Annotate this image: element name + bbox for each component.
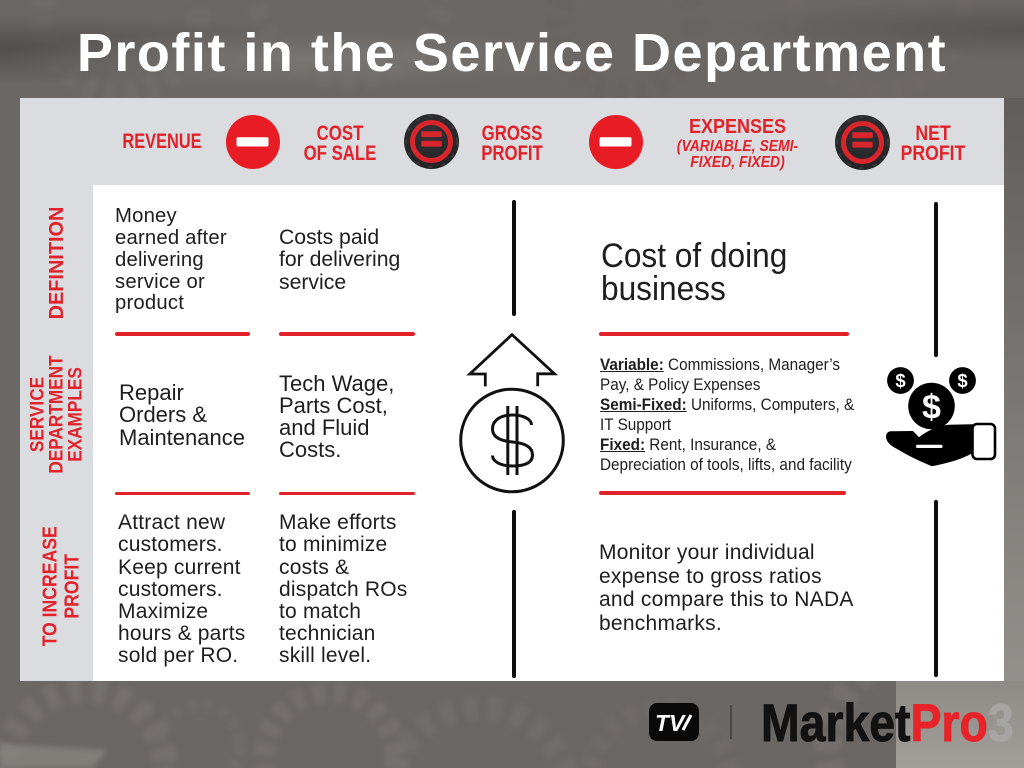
svg-text:$: $ [957, 370, 968, 391]
svg-text:$: $ [895, 370, 906, 391]
svg-text:TV: TV [655, 710, 686, 736]
svg-text:$: $ [922, 389, 941, 427]
